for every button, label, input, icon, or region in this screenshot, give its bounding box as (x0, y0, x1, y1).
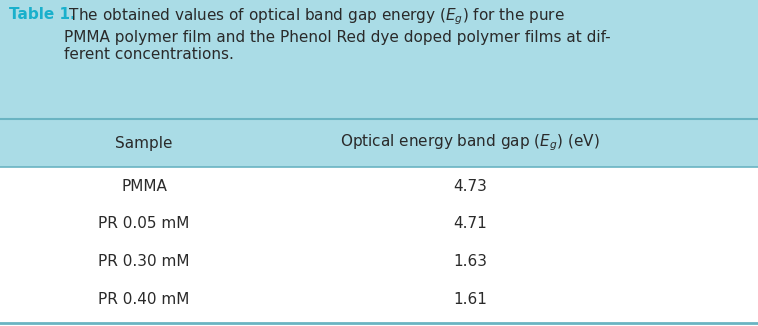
Text: PR 0.05 mM: PR 0.05 mM (99, 216, 190, 231)
Text: 1.61: 1.61 (453, 291, 487, 306)
Bar (0, 0, 758, 119)
Text: The obtained values of optical band gap energy ($E_g$) for the pure
PMMA polymer: The obtained values of optical band gap … (64, 7, 610, 62)
Bar (0, 119, 758, 167)
Text: 4.73: 4.73 (453, 179, 487, 194)
Text: PMMA: PMMA (121, 179, 167, 194)
Text: Sample: Sample (115, 136, 173, 151)
Text: 1.63: 1.63 (453, 254, 487, 269)
Text: PR 0.30 mM: PR 0.30 mM (99, 254, 190, 269)
Text: Table 1.: Table 1. (9, 7, 76, 22)
Bar (0, 167, 758, 326)
Text: Optical energy band gap ($E_g$) (eV): Optical energy band gap ($E_g$) (eV) (340, 133, 600, 154)
Text: PR 0.40 mM: PR 0.40 mM (99, 291, 190, 306)
Text: 4.71: 4.71 (453, 216, 487, 231)
